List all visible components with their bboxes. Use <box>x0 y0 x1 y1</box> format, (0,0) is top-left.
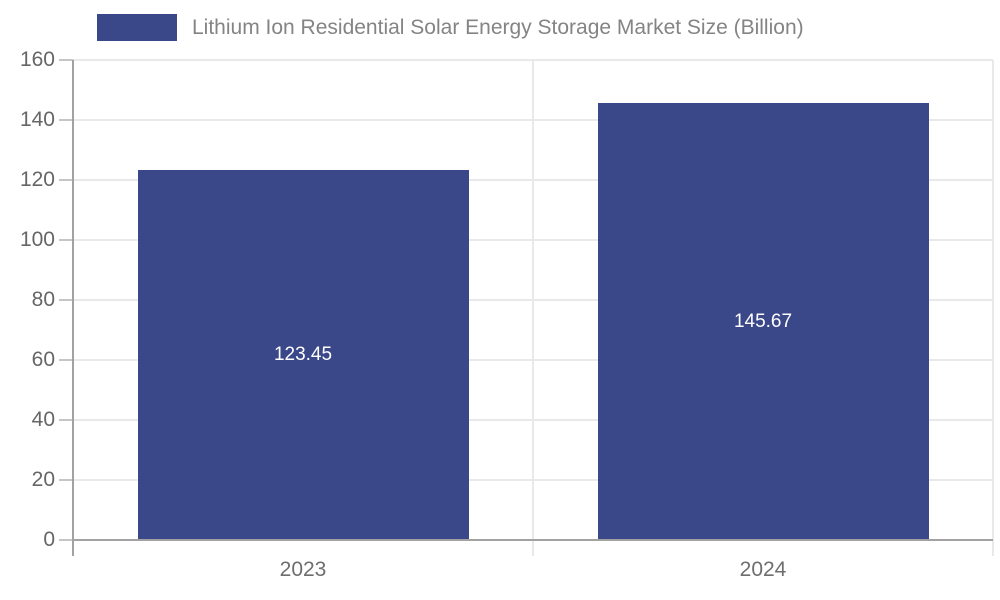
y-tick-mark <box>59 59 73 61</box>
legend-label: Lithium Ion Residential Solar Energy Sto… <box>192 15 804 39</box>
bar-value-label: 145.67 <box>733 310 793 332</box>
y-tick-label: 0 <box>43 528 55 551</box>
bar-2023[interactable] <box>138 170 469 540</box>
y-tick-mark <box>59 479 73 481</box>
y-tick-label: 140 <box>19 108 55 131</box>
x-axis-label[interactable]: 2024 <box>739 558 787 581</box>
v-gridline <box>992 60 994 556</box>
y-tick-label: 60 <box>31 348 55 371</box>
y-tick-label: 80 <box>31 288 55 311</box>
y-axis-line <box>72 60 74 556</box>
y-tick-label: 120 <box>19 168 55 191</box>
y-tick-label: 160 <box>19 48 55 71</box>
y-tick-mark <box>59 299 73 301</box>
y-tick-mark <box>59 179 73 181</box>
v-gridline <box>532 60 534 556</box>
legend-swatch <box>97 14 177 41</box>
y-tick-mark <box>59 359 73 361</box>
legend[interactable]: Lithium Ion Residential Solar Energy Sto… <box>97 14 804 41</box>
y-tick-mark <box>59 239 73 241</box>
y-tick-mark <box>59 119 73 121</box>
y-tick-label: 100 <box>19 228 55 251</box>
x-axis-label[interactable]: 2023 <box>279 558 327 581</box>
y-tick-mark <box>59 419 73 421</box>
bar-2024[interactable] <box>598 103 929 540</box>
y-tick-label: 20 <box>31 468 55 491</box>
y-tick-label: 40 <box>31 408 55 431</box>
y-tick-mark <box>59 539 73 541</box>
x-axis-line <box>72 539 993 541</box>
bar-value-label: 123.45 <box>273 344 333 365</box>
